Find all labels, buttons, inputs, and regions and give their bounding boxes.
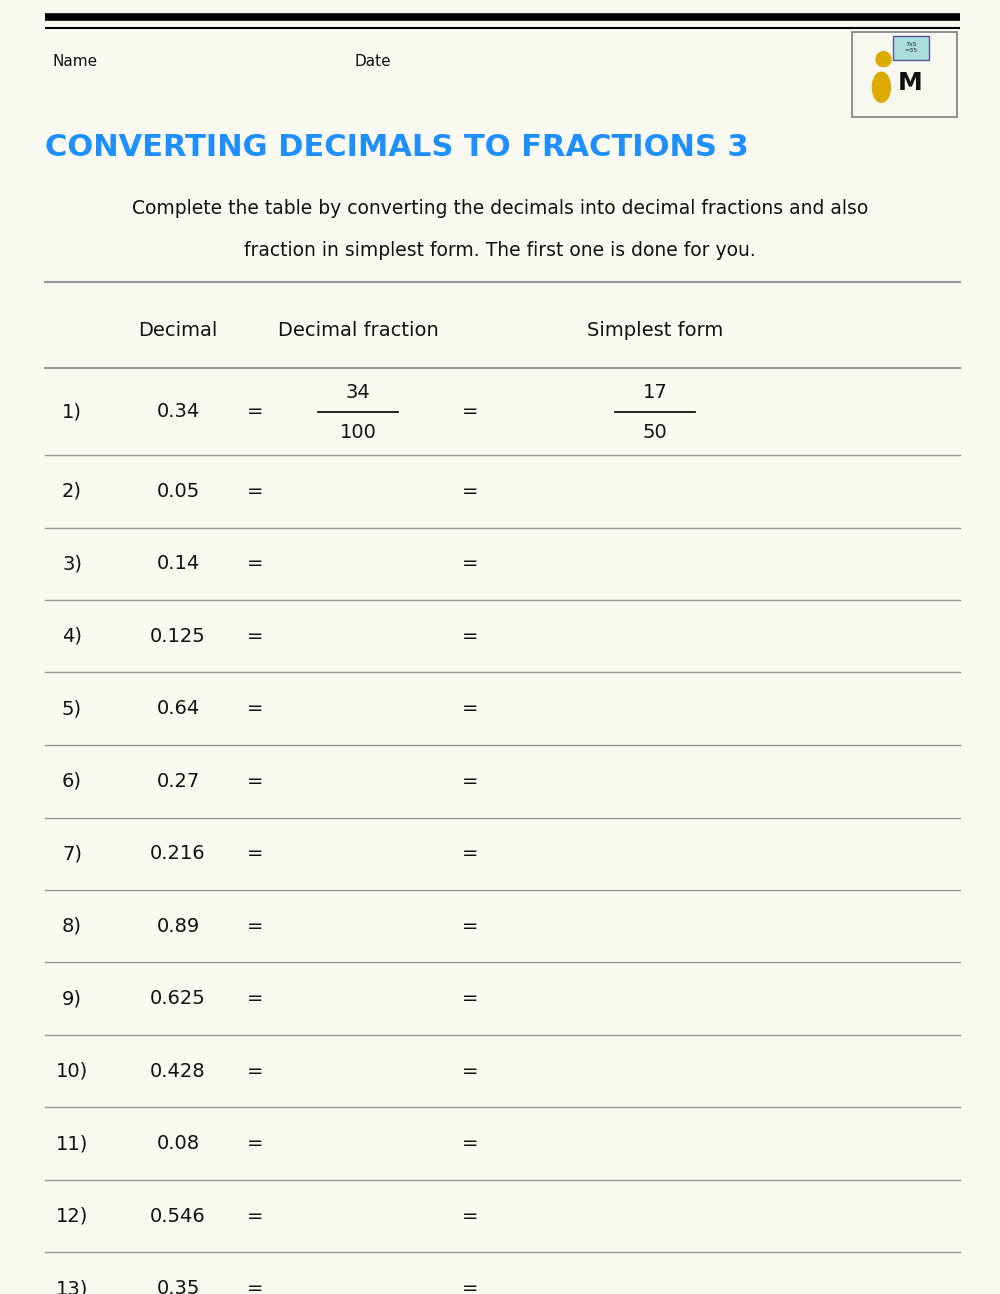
- Text: 0.125: 0.125: [150, 626, 206, 646]
- Text: Simplest form: Simplest form: [587, 321, 723, 339]
- Text: =: =: [462, 771, 478, 791]
- Text: 9): 9): [62, 989, 82, 1008]
- Text: =: =: [462, 1135, 478, 1153]
- Text: 100: 100: [340, 423, 376, 443]
- Text: 0.89: 0.89: [156, 916, 200, 936]
- Text: =: =: [247, 1062, 263, 1080]
- Text: 3): 3): [62, 554, 82, 573]
- Text: 0.05: 0.05: [156, 481, 200, 501]
- Text: 7): 7): [62, 844, 82, 863]
- Text: 50: 50: [643, 423, 667, 443]
- Text: =: =: [247, 844, 263, 863]
- Text: =: =: [462, 1280, 478, 1294]
- Text: =: =: [247, 699, 263, 718]
- Text: 4): 4): [62, 626, 82, 646]
- Text: 17: 17: [643, 383, 667, 402]
- Text: =: =: [462, 626, 478, 646]
- Text: 7x5
=35: 7x5 =35: [904, 43, 917, 53]
- Text: =: =: [247, 989, 263, 1008]
- Text: 0.14: 0.14: [156, 554, 200, 573]
- Text: =: =: [462, 989, 478, 1008]
- Text: =: =: [247, 481, 263, 501]
- Text: =: =: [247, 554, 263, 573]
- Text: 0.64: 0.64: [156, 699, 200, 718]
- Text: =: =: [247, 1280, 263, 1294]
- Text: 11): 11): [56, 1135, 88, 1153]
- Text: 8): 8): [62, 916, 82, 936]
- Text: =: =: [247, 1135, 263, 1153]
- Text: 1): 1): [62, 402, 82, 421]
- Text: =: =: [462, 481, 478, 501]
- Text: Name: Name: [52, 54, 97, 70]
- Text: 0.34: 0.34: [156, 402, 200, 421]
- Text: Complete the table by converting the decimals into decimal fractions and also: Complete the table by converting the dec…: [132, 198, 868, 217]
- Text: 0.08: 0.08: [156, 1135, 200, 1153]
- Circle shape: [876, 52, 891, 67]
- Text: 0.27: 0.27: [156, 771, 200, 791]
- Text: 0.216: 0.216: [150, 844, 206, 863]
- Text: Decimal: Decimal: [138, 321, 218, 339]
- Text: 0.35: 0.35: [156, 1280, 200, 1294]
- Ellipse shape: [872, 72, 890, 102]
- Text: =: =: [462, 1062, 478, 1080]
- Text: M: M: [897, 71, 922, 94]
- Text: =: =: [462, 699, 478, 718]
- Text: 10): 10): [56, 1062, 88, 1080]
- FancyBboxPatch shape: [893, 35, 929, 60]
- Text: =: =: [247, 626, 263, 646]
- Text: =: =: [247, 402, 263, 421]
- Text: =: =: [247, 771, 263, 791]
- Text: =: =: [247, 1207, 263, 1225]
- Text: 0.428: 0.428: [150, 1062, 206, 1080]
- Text: =: =: [462, 1207, 478, 1225]
- Text: Date: Date: [355, 54, 392, 70]
- Text: CONVERTING DECIMALS TO FRACTIONS 3: CONVERTING DECIMALS TO FRACTIONS 3: [45, 133, 749, 163]
- Text: 13): 13): [56, 1280, 88, 1294]
- Text: =: =: [462, 916, 478, 936]
- Text: 34: 34: [346, 383, 370, 402]
- Text: =: =: [462, 554, 478, 573]
- Text: 6): 6): [62, 771, 82, 791]
- Text: =: =: [462, 402, 478, 421]
- Text: fraction in simplest form. The first one is done for you.: fraction in simplest form. The first one…: [244, 241, 756, 260]
- Text: 5): 5): [62, 699, 82, 718]
- FancyBboxPatch shape: [852, 32, 957, 116]
- Text: Decimal fraction: Decimal fraction: [278, 321, 438, 339]
- Text: 2): 2): [62, 481, 82, 501]
- Text: 12): 12): [56, 1207, 88, 1225]
- Text: 0.625: 0.625: [150, 989, 206, 1008]
- Text: 0.546: 0.546: [150, 1207, 206, 1225]
- Text: =: =: [462, 844, 478, 863]
- Text: =: =: [247, 916, 263, 936]
